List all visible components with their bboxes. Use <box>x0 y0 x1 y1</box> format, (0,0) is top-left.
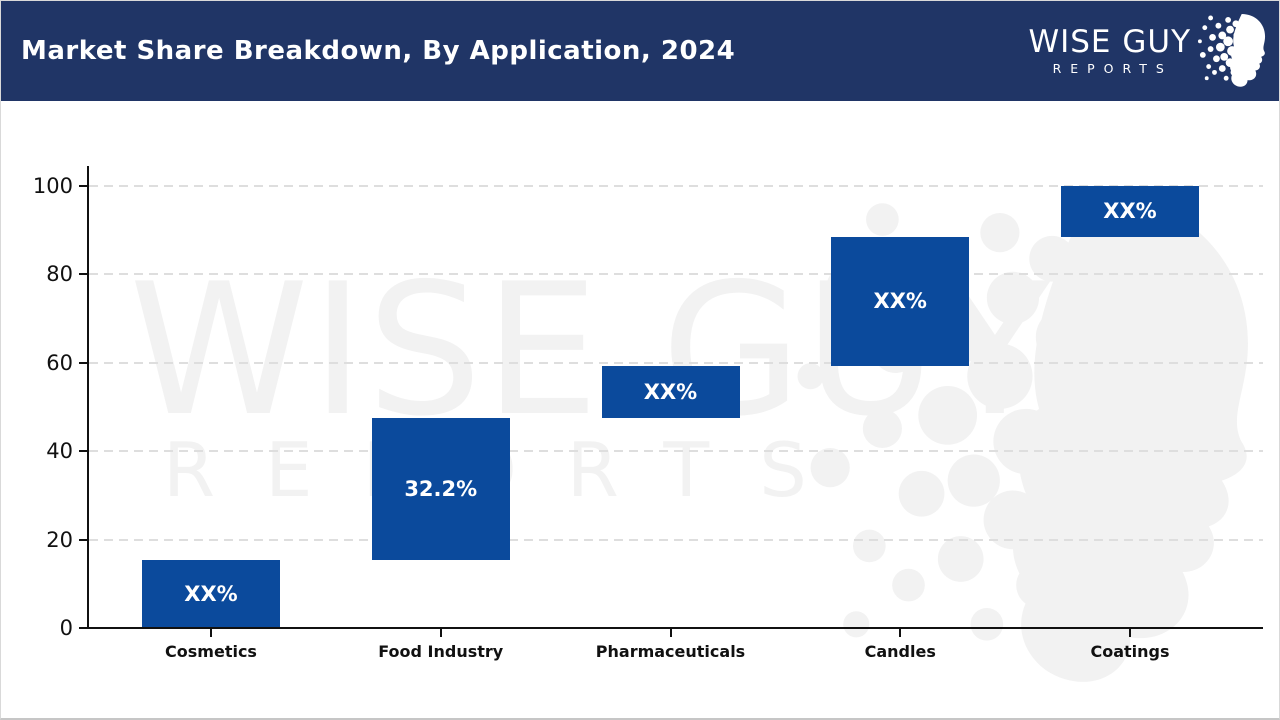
y-tick-label: 20 <box>46 527 73 552</box>
y-tick-label: 60 <box>46 350 73 375</box>
x-tick-mark <box>669 629 672 637</box>
x-tick-label-coatings: Coatings <box>1090 642 1170 661</box>
y-tick-label: 100 <box>32 174 73 198</box>
logo-text: WISE GUY REPORTS <box>1028 26 1191 76</box>
logo-face-icon <box>1197 11 1267 91</box>
x-tick-label-cosmetics: Cosmetics <box>165 642 257 661</box>
bar-cosmetics: XX% <box>142 560 280 628</box>
y-tick-label: 40 <box>46 439 73 464</box>
x-tick-label-food-industry: Food Industry <box>378 642 504 661</box>
gridline-60 <box>89 361 1263 364</box>
bar-value-label: XX% <box>1103 199 1157 224</box>
gridline-40 <box>89 450 1263 453</box>
x-tick-label-pharmaceuticals: Pharmaceuticals <box>595 642 746 661</box>
x-tick-mark <box>899 629 902 637</box>
gridline-100 <box>89 185 1263 187</box>
y-tick-mark <box>79 361 87 364</box>
y-tick-mark <box>79 273 87 276</box>
bar-candles: XX% <box>831 236 970 366</box>
x-tick-mark <box>439 629 442 637</box>
bar-value-label: 32.2% <box>404 477 478 502</box>
x-tick-mark <box>1129 629 1131 637</box>
x-axis-line <box>87 627 1263 629</box>
gridline-20 <box>89 538 1263 541</box>
x-tick-label-candles: Candles <box>864 642 936 661</box>
y-tick-mark <box>79 185 87 187</box>
y-tick-mark <box>79 627 87 629</box>
bar-value-label: XX% <box>184 582 238 607</box>
chart-title: Market Share Breakdown, By Application, … <box>21 36 736 66</box>
bar-pharmaceuticals: XX% <box>601 365 740 419</box>
logo-subtitle: REPORTS <box>1052 60 1173 76</box>
y-tick-label: 80 <box>46 262 73 287</box>
x-tick-mark <box>210 629 212 637</box>
y-tick-mark <box>79 450 87 453</box>
bar-value-label: XX% <box>643 379 698 404</box>
y-tick-mark <box>79 538 87 541</box>
header-bar: Market Share Breakdown, By Application, … <box>1 1 1279 101</box>
bar-food-industry: 32.2% <box>371 418 510 561</box>
bar-coatings: XX% <box>1061 186 1199 237</box>
gridline-80 <box>89 273 1263 276</box>
logo-wordmark: WISE GUY <box>1028 24 1191 61</box>
bar-value-label: XX% <box>873 289 927 314</box>
y-axis-line <box>87 166 89 629</box>
wise-guy-logo: WISE GUY REPORTS <box>1028 11 1267 91</box>
y-tick-label: 0 <box>59 616 73 640</box>
